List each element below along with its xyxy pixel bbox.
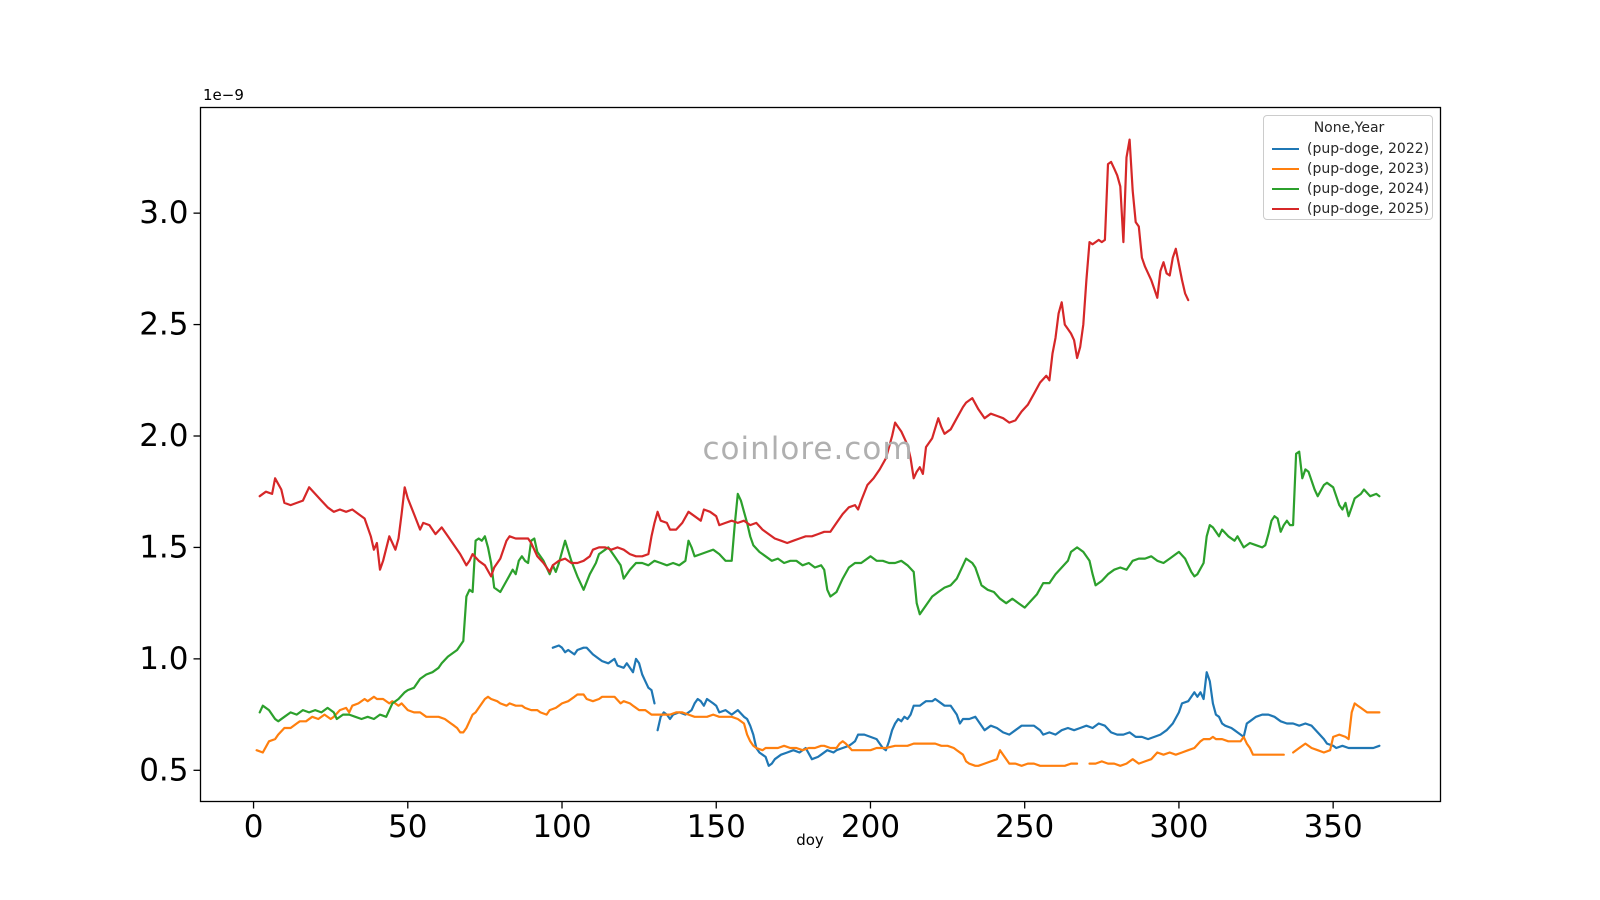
y-tick-label: 2.0 — [139, 418, 188, 454]
legend-item-label: (pup-doge, 2022) — [1307, 141, 1430, 157]
legend-items: (pup-doge, 2022) (pup-doge, 2023) (pup-dog… — [1268, 139, 1430, 219]
x-tick-label: 50 — [388, 809, 427, 845]
legend-item-label: (pup-doge, 2024) — [1307, 181, 1430, 197]
legend-title: None,Year — [1313, 120, 1385, 136]
series-line-2025 — [258, 138, 1190, 578]
y-tick-label: 3.0 — [139, 195, 188, 231]
legend-item-label: (pup-doge, 2025) — [1307, 201, 1430, 217]
legend-line-swatch-2024 — [1272, 188, 1299, 190]
x-tick-label: 150 — [687, 809, 746, 845]
plot-border — [199, 106, 1442, 803]
x-tick-label: 0 — [244, 809, 264, 845]
legend-item-2022: (pup-doge, 2022) — [1268, 139, 1430, 159]
watermark-text: coinlore.com — [702, 431, 914, 467]
series-line-2023 — [1088, 735, 1285, 767]
x-tick-label: 250 — [995, 809, 1054, 845]
legend-line-swatch-2023 — [1272, 168, 1299, 170]
series-line-2023 — [255, 693, 1079, 767]
series-line-2023 — [1291, 702, 1381, 754]
x-tick-label: 300 — [1149, 809, 1208, 845]
legend-item-label: (pup-doge, 2023) — [1307, 161, 1430, 177]
series-line-2022 — [656, 671, 1381, 767]
legend: None,Year (pup-doge, 2022) (pup-doge, 202… — [1263, 115, 1433, 220]
series-line-2024 — [258, 450, 1381, 723]
series-line-2022 — [551, 644, 656, 705]
x-axis-label: doy — [796, 831, 824, 849]
legend-item-2025: (pup-doge, 2025) — [1268, 199, 1430, 219]
y-tick-label: 0.5 — [139, 752, 188, 788]
legend-line-swatch-2025 — [1272, 208, 1299, 210]
x-tick-label: 350 — [1304, 809, 1363, 845]
legend-line-swatch-2022 — [1272, 148, 1299, 150]
legend-item-2023: (pup-doge, 2023) — [1268, 159, 1430, 179]
y-tick-label: 1.0 — [139, 641, 188, 677]
y-axis-offset-label: 1e−9 — [203, 86, 244, 104]
x-tick-label: 100 — [532, 809, 591, 845]
legend-item-2024: (pup-doge, 2024) — [1268, 179, 1430, 199]
x-tick-label: 200 — [841, 809, 900, 845]
y-tick-label: 1.5 — [139, 529, 188, 565]
y-tick-label: 2.5 — [139, 307, 188, 343]
